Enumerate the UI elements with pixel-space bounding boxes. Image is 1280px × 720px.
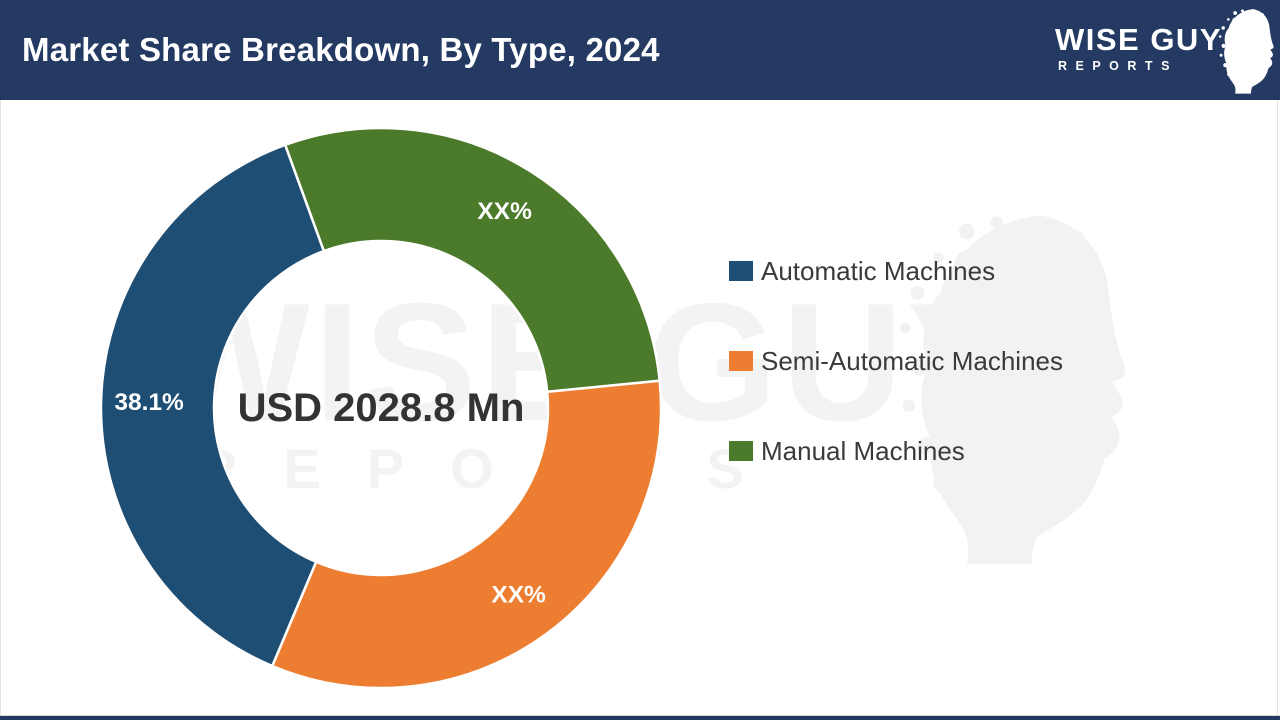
logo-subtext: REPORTS (1057, 59, 1178, 73)
header-bar: Market Share Breakdown, By Type, 2024 WI… (0, 0, 1280, 100)
chart-area: WISE GUY REPORTS USD 2028.8 Mn XX% XX% 38.… (0, 100, 1278, 716)
logo-text: WISE GUY REPORTS (1055, 24, 1222, 73)
legend-label: Manual Machines (761, 435, 965, 466)
segment-value-label: XX% (491, 581, 546, 608)
logo-face-icon (1218, 9, 1274, 94)
legend-item: Automatic Machines (729, 255, 1063, 286)
legend: Automatic Machines Semi-Automatic Machin… (729, 255, 1063, 527)
legend-swatch (729, 261, 753, 281)
donut-segment-manual-machines (283, 126, 662, 394)
legend-swatch (729, 441, 753, 461)
legend-item: Manual Machines (729, 435, 1063, 466)
logo-wordmark: WISE GUY (1054, 22, 1222, 57)
footer-divider (0, 715, 1280, 716)
segment-value-label: 38.1% (114, 389, 184, 416)
footer-bar (0, 716, 1280, 720)
donut-segment-semi-automatic-machines (270, 379, 663, 690)
legend-label: Automatic Machines (761, 255, 996, 286)
legend-label: Semi-Automatic Machines (761, 345, 1063, 376)
donut-chart: USD 2028.8 Mn XX% XX% 38.1% (99, 126, 663, 690)
legend-swatch (729, 351, 753, 371)
segment-value-label: XX% (477, 198, 532, 225)
wise-guy-logo: WISE GUY REPORTS (1055, 6, 1274, 96)
legend-item: Semi-Automatic Machines (729, 345, 1063, 376)
center-total-label: USD 2028.8 Mn (238, 386, 525, 430)
page-title: Market Share Breakdown, By Type, 2024 (22, 31, 660, 68)
donut-segment-automatic-machines (99, 143, 326, 668)
